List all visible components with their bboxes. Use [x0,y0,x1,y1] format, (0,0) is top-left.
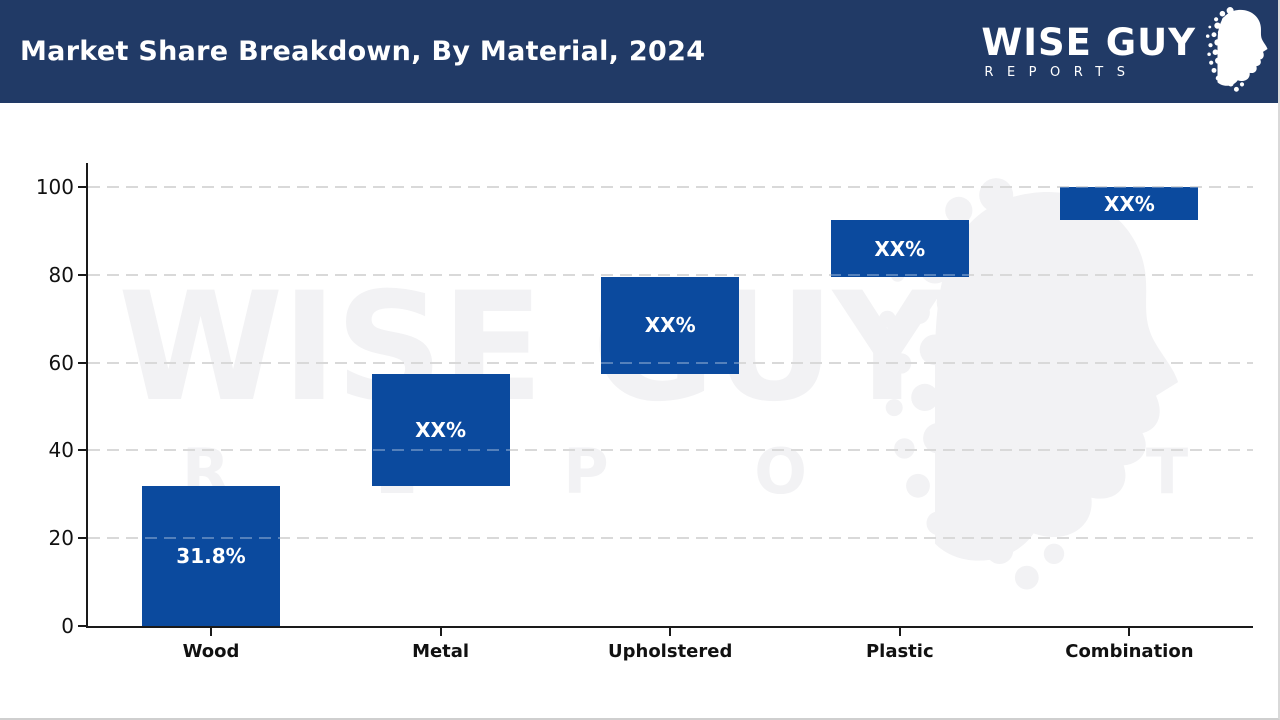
gridline-80 [88,273,1253,276]
y-tick-label-40: 40 [48,438,74,463]
x-category-label-plastic: Plastic [865,641,934,662]
x-category-label-wood: Wood [182,641,240,662]
x-tick-wood [210,628,212,636]
bar-upholstered: XX% [601,276,740,374]
x-category-label-metal: Metal [412,641,470,662]
y-tick-100 [78,186,86,188]
wise-guy-reports-logo: WISE GUY REPORTS [981,6,1270,97]
y-tick-20 [78,537,86,540]
bar-value-label-upholstered: XX% [644,313,696,338]
gridline-overlay-100 [88,186,1253,188]
y-tick-label-60: 60 [48,350,74,375]
gridline-100 [88,186,1253,188]
x-tick-upholstered [669,628,672,636]
y-tick-40 [78,449,86,452]
logo-wordmark: WISE GUY [981,20,1196,64]
x-tick-metal [439,628,442,636]
bar-value-label-metal: XX% [415,418,467,443]
x-category-label-combination: Combination [1065,641,1194,662]
y-tick-80 [78,273,86,276]
bar-wood: 31.8% [142,486,280,626]
bar-combination: XX% [1060,187,1199,221]
y-tick-label-20: 20 [48,526,74,551]
y-tick-60 [78,361,86,364]
bar-value-label-plastic: XX% [874,236,926,261]
x-axis-line [86,626,1253,628]
dotted-face-icon [1205,7,1268,92]
gridline-overlay-60 [88,361,1253,364]
gridline-overlay-20 [88,537,1253,540]
logo-subtitle: REPORTS [984,64,1139,80]
y-tick-label-80: 80 [48,262,74,287]
gridline-40 [88,449,1253,452]
bar-value-label-wood: 31.8% [176,544,246,569]
bar-value-label-combination: XX% [1103,191,1155,216]
gridline-overlay-80 [88,273,1253,276]
y-tick-0 [78,625,86,627]
x-category-label-upholstered: Upholstered [608,641,733,662]
x-tick-combination [1128,628,1131,636]
gridline-20 [88,537,1253,540]
y-tick-label-0: 0 [61,614,74,638]
y-tick-label-100: 100 [35,175,74,199]
logo-text: WISE GUY REPORTS [981,24,1196,80]
bar-plastic: XX% [830,220,969,277]
watermark-wordmark: WISE GUY [118,261,942,435]
y-axis-line [86,163,88,628]
chart-area: WISE GUY R E P O R T S 02040608010031.8%… [0,103,1278,718]
gridline-overlay-40 [88,449,1253,452]
x-tick-plastic [898,628,901,636]
page-title: Market Share Breakdown, By Material, 202… [20,36,706,67]
bar-metal: XX% [371,374,510,487]
header-banner: Market Share Breakdown, By Material, 202… [0,0,1278,103]
